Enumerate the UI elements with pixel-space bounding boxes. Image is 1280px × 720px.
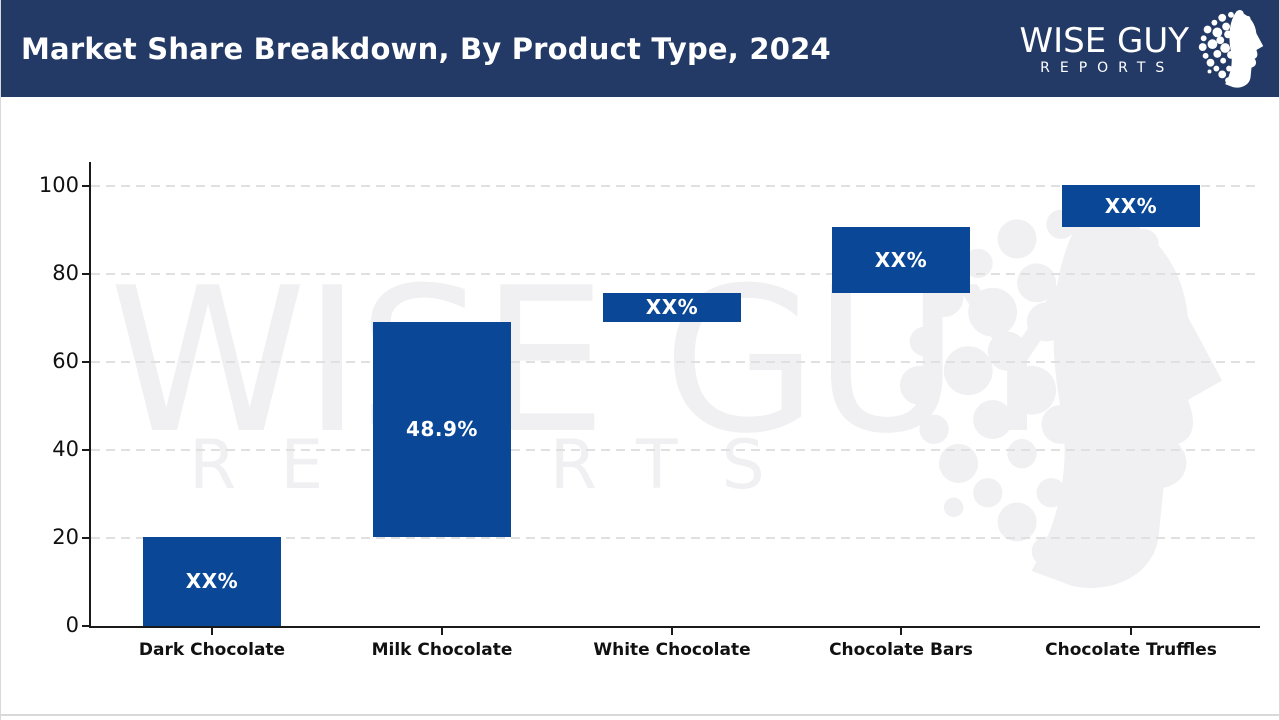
x-tick-1 <box>441 628 443 635</box>
bar-white-chocolate: XX% <box>603 292 741 322</box>
x-tick-label-3: Chocolate Bars <box>829 640 973 660</box>
x-tick-label-4: Chocolate Truffles <box>1045 640 1217 660</box>
y-tick-label-20: 20 <box>52 525 79 549</box>
y-tick-0 <box>82 625 89 627</box>
bar-dark-chocolate: XX% <box>143 536 281 626</box>
y-tick-40 <box>82 449 89 451</box>
bottom-border <box>1 714 1279 716</box>
gridline-20 <box>91 537 1260 539</box>
gridline-40 <box>91 449 1260 451</box>
y-tick-label-60: 60 <box>52 349 79 373</box>
y-axis-line <box>89 162 91 628</box>
y-tick-label-40: 40 <box>52 437 79 461</box>
gridline-80 <box>91 273 1260 275</box>
x-tick-2 <box>671 628 673 635</box>
bar-value-label: 48.9% <box>406 417 478 442</box>
bar-chocolate-truffles: XX% <box>1062 184 1200 227</box>
header-band: Market Share Breakdown, By Product Type,… <box>1 0 1279 97</box>
y-tick-label-100: 100 <box>38 173 79 197</box>
x-tick-4 <box>1130 628 1132 635</box>
bar-value-label: XX% <box>1104 193 1158 218</box>
bar-milk-chocolate: 48.9% <box>373 321 511 537</box>
x-axis-line <box>89 626 1260 628</box>
gridline-100 <box>91 185 1260 187</box>
x-tick-3 <box>900 628 902 635</box>
bar-value-label: XX% <box>645 295 699 320</box>
brand-logo-text: WISE GUY REPORTS <box>1019 20 1189 77</box>
y-tick-label-0: 0 <box>65 613 79 637</box>
y-tick-20 <box>82 537 89 539</box>
y-tick-60 <box>82 361 89 363</box>
brand-name: WISE GUY <box>1019 20 1189 61</box>
bar-chocolate-bars: XX% <box>832 226 970 293</box>
watermark-head-icon <box>899 199 1223 588</box>
x-tick-label-0: Dark Chocolate <box>138 640 286 660</box>
y-tick-80 <box>82 273 89 275</box>
bar-value-label: XX% <box>874 247 928 272</box>
brand-subtitle: REPORTS <box>1040 60 1175 77</box>
brand-logo: WISE GUY REPORTS <box>1019 8 1267 92</box>
x-tick-0 <box>211 628 213 635</box>
y-tick-label-80: 80 <box>52 261 79 285</box>
bar-value-label: XX% <box>185 569 239 594</box>
dotted-head-icon <box>1198 9 1264 88</box>
gridline-60 <box>91 361 1260 363</box>
y-tick-100 <box>82 185 89 187</box>
x-tick-label-2: White Chocolate <box>593 640 751 660</box>
x-tick-label-1: Milk Chocolate <box>371 640 513 660</box>
page-title: Market Share Breakdown, By Product Type,… <box>21 31 831 66</box>
